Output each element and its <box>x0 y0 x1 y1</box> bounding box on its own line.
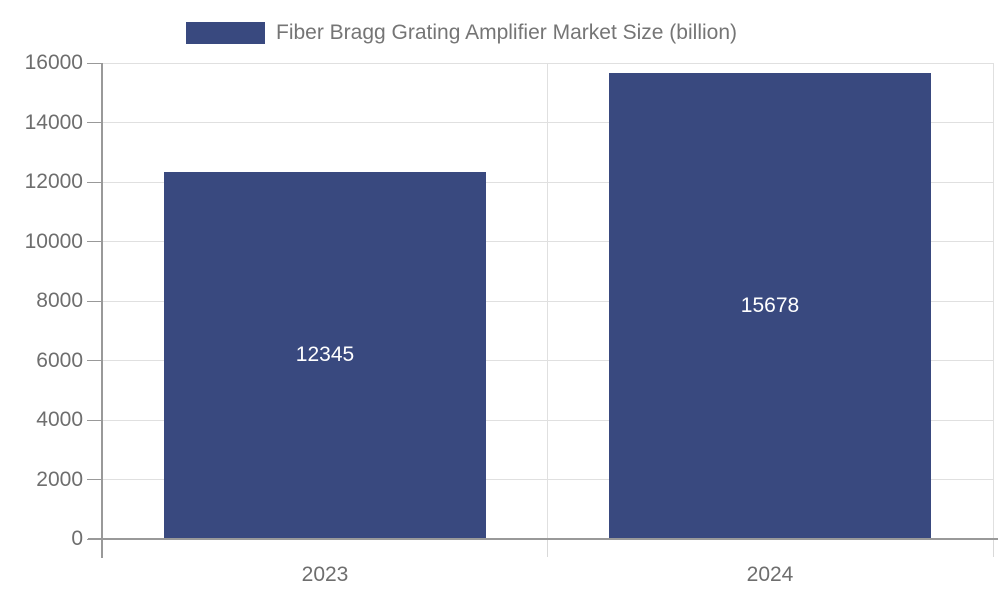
y-axis-tick <box>87 181 102 183</box>
y-tick-label: 6000 <box>36 348 83 372</box>
y-axis-tick <box>87 62 102 64</box>
bar-value-label: 15678 <box>740 294 800 317</box>
x-gridline <box>992 63 994 539</box>
y-axis-tick <box>87 360 102 361</box>
y-tick-label: 16000 <box>24 51 83 74</box>
legend-item[interactable]: Fiber Bragg Grating Amplifier Market Siz… <box>186 22 737 44</box>
y-axis-line <box>101 63 103 558</box>
y-tick-label: 14000 <box>24 110 83 134</box>
y-tick-label: 8000 <box>36 289 83 312</box>
y-tick-label: 10000 <box>24 229 83 253</box>
x-gridline <box>547 63 548 539</box>
y-axis-tick <box>87 122 102 123</box>
y-tick-label: 0 <box>71 527 83 550</box>
x-tick-label: 2024 <box>746 563 794 586</box>
y-tick-label: 12000 <box>24 170 83 193</box>
bar-value-label: 12345 <box>295 343 355 366</box>
x-axis-tick <box>547 539 548 557</box>
y-axis-tick <box>87 419 102 421</box>
y-tick-label: 4000 <box>36 408 83 431</box>
x-axis-line <box>88 538 998 540</box>
bar-2023[interactable] <box>164 171 486 539</box>
y-axis-tick <box>87 300 102 302</box>
x-tick-label: 2023 <box>301 563 349 586</box>
y-tick-label: 2000 <box>36 467 83 491</box>
y-axis-tick <box>87 241 102 242</box>
bar-2024[interactable] <box>609 72 931 539</box>
y-axis-tick <box>87 479 102 480</box>
x-axis-tick <box>992 539 994 557</box>
legend-swatch <box>186 22 265 44</box>
legend-label: Fiber Bragg Grating Amplifier Market Siz… <box>276 21 737 44</box>
